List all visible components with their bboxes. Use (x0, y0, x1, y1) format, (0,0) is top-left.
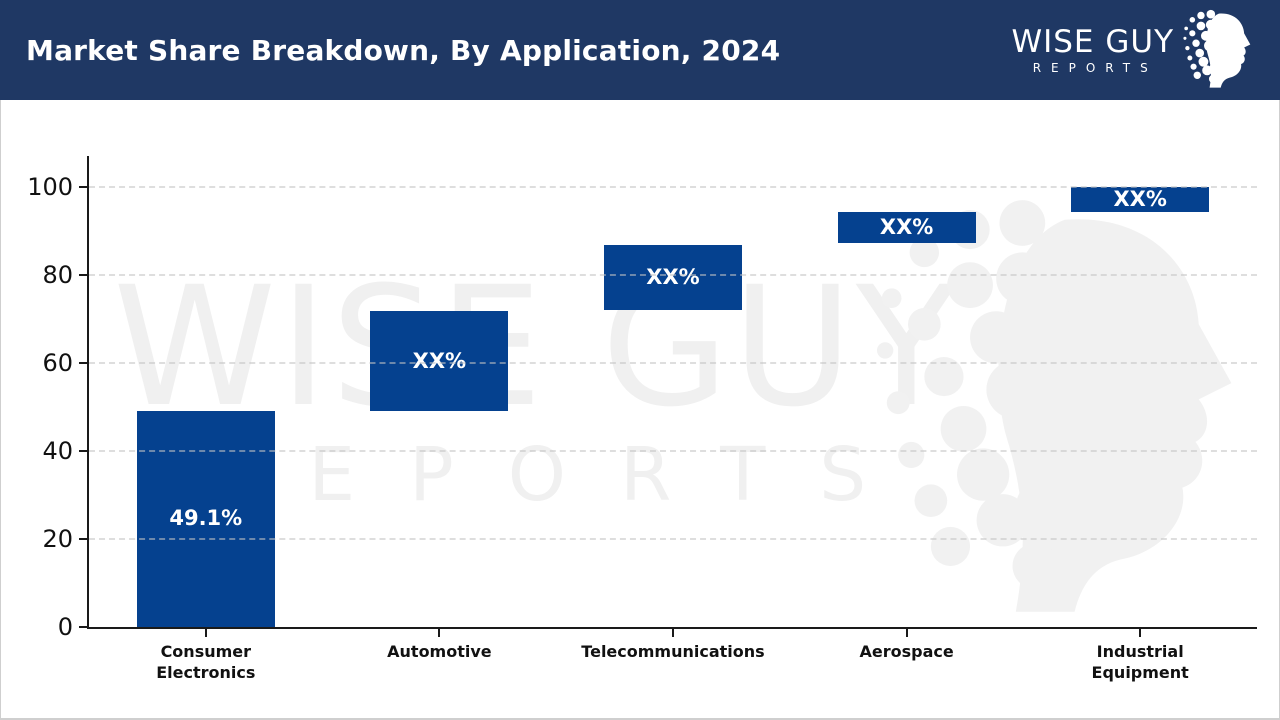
x-tick-mark (905, 629, 908, 637)
bar: XX% (837, 212, 976, 243)
y-tick-label: 100 (27, 173, 73, 201)
gridline (89, 362, 1257, 364)
x-category-label-line: Automotive (387, 642, 492, 661)
chart-area: WISE GUY REPORTS 0 20 40 60 80 100 49.1% Consum… (0, 100, 1280, 720)
x-category-label-line: Industrial (1096, 642, 1184, 661)
y-tick-mark (79, 362, 87, 364)
x-category-label: Industrial Equipment (1020, 642, 1260, 684)
gridline (89, 450, 1257, 452)
y-tick-label: 20 (42, 525, 73, 553)
x-tick-mark (1139, 629, 1142, 637)
dotted-head-profile-icon (1183, 9, 1251, 88)
brand-name: WISE GUY (1011, 23, 1174, 60)
x-axis-line (87, 627, 1257, 629)
x-tick-mark (438, 629, 441, 637)
x-category-label: Consumer Electronics (86, 642, 326, 684)
y-tick-mark (79, 274, 87, 276)
y-tick-label: 60 (42, 349, 73, 377)
y-tick-mark (79, 626, 87, 628)
page-title: Market Share Breakdown, By Application, … (26, 33, 781, 67)
x-category-label: Automotive (319, 642, 559, 663)
bar-value-label: XX% (646, 265, 700, 290)
bar-value-label: 49.1% (169, 506, 243, 531)
watermark-brand-name: WISE GUY (113, 251, 960, 443)
bar: XX% (370, 311, 509, 411)
x-category-label-line: Telecommunications (581, 642, 765, 661)
x-tick-mark (672, 629, 674, 637)
brand-logo: WISE GUY REPORTS (1011, 9, 1254, 91)
y-tick-mark (79, 450, 87, 452)
bar-value-label: XX% (879, 214, 934, 239)
y-tick-label: 80 (42, 261, 73, 289)
bar-value-label: XX% (412, 348, 467, 373)
bar: XX% (604, 245, 742, 311)
x-category-label: Aerospace (787, 642, 1027, 663)
header: Market Share Breakdown, By Application, … (0, 0, 1280, 100)
bar: XX% (1071, 187, 1210, 213)
y-tick-label: 0 (57, 613, 73, 641)
gridline (89, 538, 1257, 540)
gridline (89, 274, 1257, 276)
bar-value-label: XX% (1113, 187, 1167, 212)
brand-subtitle: REPORTS (1032, 60, 1158, 75)
bar: 49.1% (136, 410, 275, 627)
y-tick-label: 40 (42, 437, 73, 465)
y-axis-line (87, 156, 89, 629)
x-category-label-line: Equipment (1091, 662, 1189, 682)
x-category-label-line: Aerospace (859, 642, 954, 661)
y-tick-mark (79, 538, 87, 540)
brand-logo-text: WISE GUY REPORTS (1011, 23, 1174, 75)
gridline (89, 186, 1257, 188)
x-tick-mark (204, 629, 207, 637)
x-category-label-line: Consumer (160, 642, 252, 661)
x-category-label-line: Electronics (156, 662, 256, 682)
watermark-head-profile-icon (876, 200, 1232, 612)
y-tick-mark (79, 186, 87, 188)
x-category-label: Telecommunications (553, 642, 793, 663)
